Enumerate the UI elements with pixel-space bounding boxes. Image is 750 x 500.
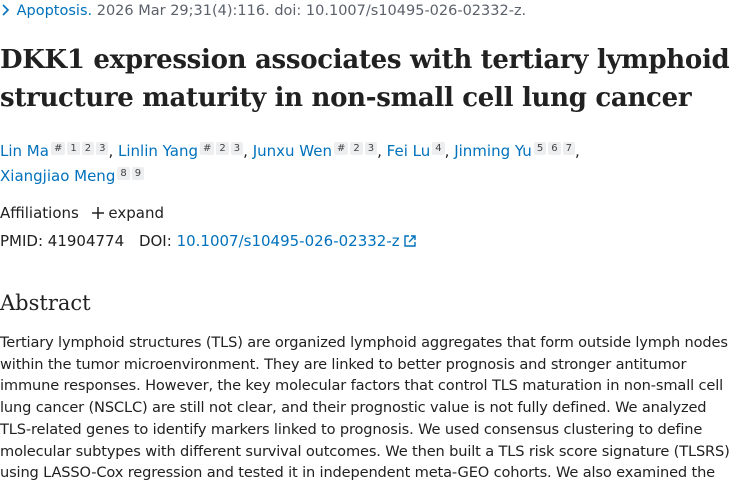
author: Fei Lu 4, bbox=[386, 142, 450, 160]
abstract-line: immune responses. However, the key molec… bbox=[0, 377, 724, 395]
author: Jinming Yu 5 6 7, bbox=[454, 142, 580, 160]
abstract-heading: Abstract bbox=[0, 291, 91, 315]
affiliation-sup[interactable]: # bbox=[333, 142, 349, 155]
ids-row: PMID: 41904774 DOI: 10.1007/s10495-026-0… bbox=[0, 232, 417, 250]
abstract-line: within the tumor microenvironment. They … bbox=[0, 355, 687, 373]
affiliations-label: Affiliations bbox=[0, 204, 79, 222]
abstract-line: TLS-related genes to identify markers li… bbox=[0, 420, 703, 438]
affiliation-sup[interactable]: 1 bbox=[67, 142, 80, 155]
author: Xiangjiao Meng 8 9 bbox=[0, 167, 145, 185]
author: Lin Ma #1 2 3, bbox=[0, 142, 113, 160]
abstract-line: using LASSO-Cox regression and tested it… bbox=[0, 464, 716, 482]
affiliation-sup[interactable]: 3 bbox=[230, 142, 244, 155]
journal-link[interactable]: Apoptosis. bbox=[16, 3, 93, 19]
author-link[interactable]: Junxu Wen bbox=[252, 142, 332, 160]
affiliation-sup[interactable]: 9 bbox=[131, 167, 145, 180]
affiliation-sup[interactable]: 3 bbox=[96, 142, 109, 155]
pmid-label: PMID: bbox=[0, 232, 44, 250]
separator: , bbox=[444, 142, 450, 160]
doi-label: DOI: bbox=[138, 232, 172, 250]
affiliation-sup[interactable]: 4 bbox=[432, 142, 445, 155]
separator: , bbox=[377, 142, 382, 160]
author: Junxu Wen #2 3, bbox=[253, 142, 382, 160]
author-link[interactable]: Linlin Yang bbox=[118, 142, 198, 160]
citation-details: 2026 Mar 29;31(4):116. doi: 10.1007/s104… bbox=[96, 3, 527, 19]
affiliation-sup[interactable]: 3 bbox=[364, 142, 378, 155]
separator: , bbox=[243, 142, 248, 160]
external-icon bbox=[404, 235, 417, 247]
affiliation-sup[interactable]: 5 bbox=[533, 142, 547, 155]
expand-button[interactable]: expand bbox=[91, 204, 164, 222]
separator: , bbox=[574, 142, 580, 160]
affiliations-row: Affiliations expand bbox=[0, 204, 164, 222]
title-line: DKK1 expression associates with tertiary… bbox=[0, 45, 730, 75]
chevron-icon bbox=[2, 4, 10, 16]
doi-link[interactable]: 10.1007/s10495-026-02332-z bbox=[177, 232, 417, 250]
author-link[interactable]: Lin Ma bbox=[0, 142, 49, 160]
abstract-line: molecular subtypes with different surviv… bbox=[0, 442, 730, 460]
plus-icon bbox=[91, 207, 104, 219]
citation: Apoptosis. 2026 Mar 29;31(4):116. doi: 1… bbox=[0, 3, 526, 19]
affiliation-sup[interactable]: # bbox=[199, 142, 215, 155]
abstract-line: lung cancer (NSCLC) are still not clear,… bbox=[0, 399, 707, 417]
author-link[interactable]: Jinming Yu bbox=[454, 142, 532, 160]
affiliation-sup[interactable]: 8 bbox=[117, 167, 130, 180]
title-line: structure maturity in non-small cell lun… bbox=[0, 83, 692, 113]
abstract-line: Tertiary lymphoid structures (TLS) are o… bbox=[0, 334, 728, 351]
affiliation-sup[interactable]: 7 bbox=[562, 142, 575, 155]
author-list: Lin Ma #1 2 3, Linlin Yang #2 3, Junxu Wen #2 3… bbox=[0, 139, 700, 189]
expand-label: expand bbox=[108, 204, 164, 222]
affiliation-sup[interactable]: 2 bbox=[350, 142, 363, 155]
author: Linlin Yang #2 3, bbox=[118, 142, 248, 160]
pmid-value: 41904774 bbox=[47, 232, 125, 250]
affiliation-sup[interactable]: 6 bbox=[548, 142, 561, 155]
separator: , bbox=[108, 142, 114, 160]
author-link[interactable]: Xiangjiao Meng bbox=[0, 167, 116, 185]
doi-value: 10.1007/s10495-026-02332-z bbox=[176, 232, 400, 250]
affiliation-sup[interactable]: 2 bbox=[81, 142, 95, 155]
affiliation-sup[interactable]: 2 bbox=[216, 142, 229, 155]
author-link[interactable]: Fei Lu bbox=[386, 142, 431, 160]
affiliation-sup[interactable]: # bbox=[50, 142, 66, 155]
